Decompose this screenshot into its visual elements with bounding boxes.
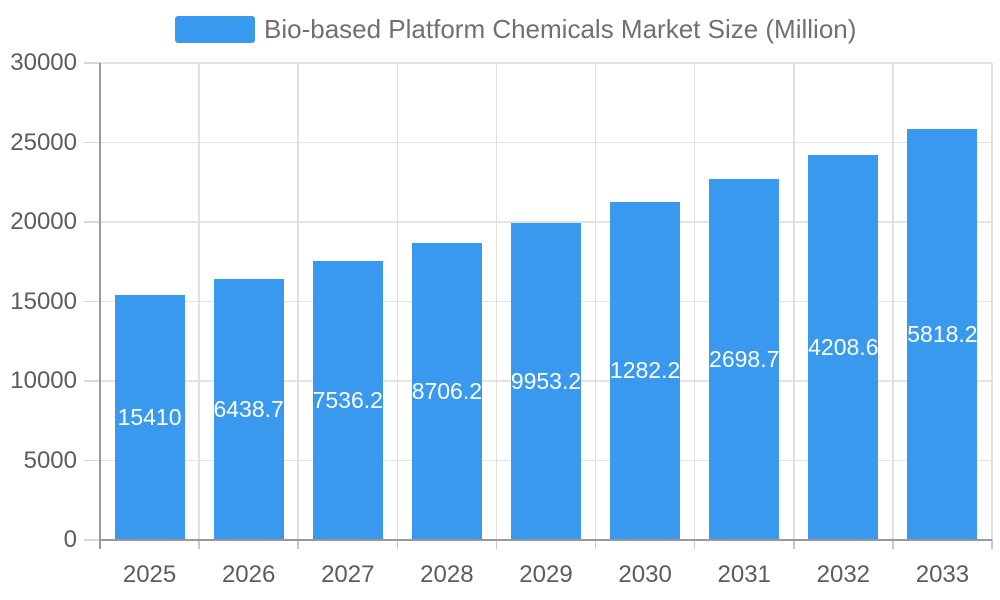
- y-axis-tick: [84, 62, 100, 64]
- x-axis-tick-label: 2028: [420, 561, 474, 588]
- h-gridline: [100, 141, 992, 144]
- y-axis-tick-label: 25000: [10, 128, 77, 156]
- v-gridline: [396, 63, 399, 540]
- bar-2031[interactable]: [709, 179, 780, 540]
- v-gridline: [495, 63, 498, 540]
- y-axis-tick: [84, 221, 100, 223]
- bar-2026[interactable]: [213, 278, 284, 540]
- x-axis-tick-label: 2033: [915, 561, 970, 588]
- x-axis-tick-label: 2025: [122, 561, 177, 588]
- v-gridline: [693, 63, 696, 540]
- y-axis-tick: [84, 141, 100, 144]
- v-gridline: [594, 63, 597, 540]
- x-axis-tick: [793, 540, 795, 549]
- bar-2032[interactable]: [808, 155, 879, 540]
- y-axis-tick-label: 5000: [23, 446, 77, 474]
- x-axis-line: [100, 539, 992, 541]
- x-axis-tick: [297, 540, 299, 549]
- y-axis-tick: [84, 539, 100, 541]
- y-axis-tick-label: 20000: [10, 208, 77, 235]
- x-axis-tick-label: 2026: [221, 561, 276, 588]
- x-axis-tick: [892, 540, 894, 549]
- v-gridline: [793, 63, 795, 540]
- legend[interactable]: Bio-based Platform Chemicals Market Size…: [175, 16, 856, 43]
- y-axis-tick-label: 30000: [10, 49, 77, 76]
- v-gridline: [297, 63, 299, 540]
- y-axis-tick-label: 0: [63, 526, 77, 553]
- bar-2029[interactable]: [511, 222, 581, 540]
- x-axis-tick: [991, 540, 993, 549]
- x-axis-tick: [594, 540, 597, 549]
- bar-2028[interactable]: [411, 242, 482, 540]
- legend-label: Bio-based Platform Chemicals Market Size…: [264, 14, 857, 44]
- bar-2025[interactable]: [114, 294, 185, 540]
- h-gridline: [100, 62, 992, 64]
- v-gridline: [892, 63, 894, 540]
- legend-swatch[interactable]: [175, 16, 255, 43]
- x-axis-tick: [495, 540, 498, 549]
- v-gridline: [991, 63, 993, 540]
- bar-2033[interactable]: [907, 129, 978, 540]
- bar-2027[interactable]: [312, 261, 383, 540]
- y-axis-line: [99, 63, 101, 549]
- x-axis-tick-label: 2031: [717, 561, 771, 588]
- bar-2030[interactable]: [610, 201, 681, 540]
- y-axis-tick-label: 10000: [10, 367, 77, 394]
- x-axis-tick: [198, 540, 200, 549]
- h-gridline: [100, 221, 992, 223]
- x-axis-tick-label: 2030: [618, 561, 672, 588]
- y-axis-tick: [84, 380, 100, 382]
- y-axis-tick: [84, 300, 100, 303]
- x-axis-tick: [396, 540, 399, 549]
- v-gridline: [198, 63, 200, 540]
- y-axis-tick-label: 15000: [10, 287, 77, 315]
- x-axis-tick: [693, 540, 696, 549]
- x-axis-tick-label: 2032: [816, 561, 871, 588]
- x-axis-tick-label: 2029: [519, 561, 573, 588]
- x-axis-tick-label: 2027: [321, 561, 375, 588]
- y-axis-tick: [84, 459, 100, 462]
